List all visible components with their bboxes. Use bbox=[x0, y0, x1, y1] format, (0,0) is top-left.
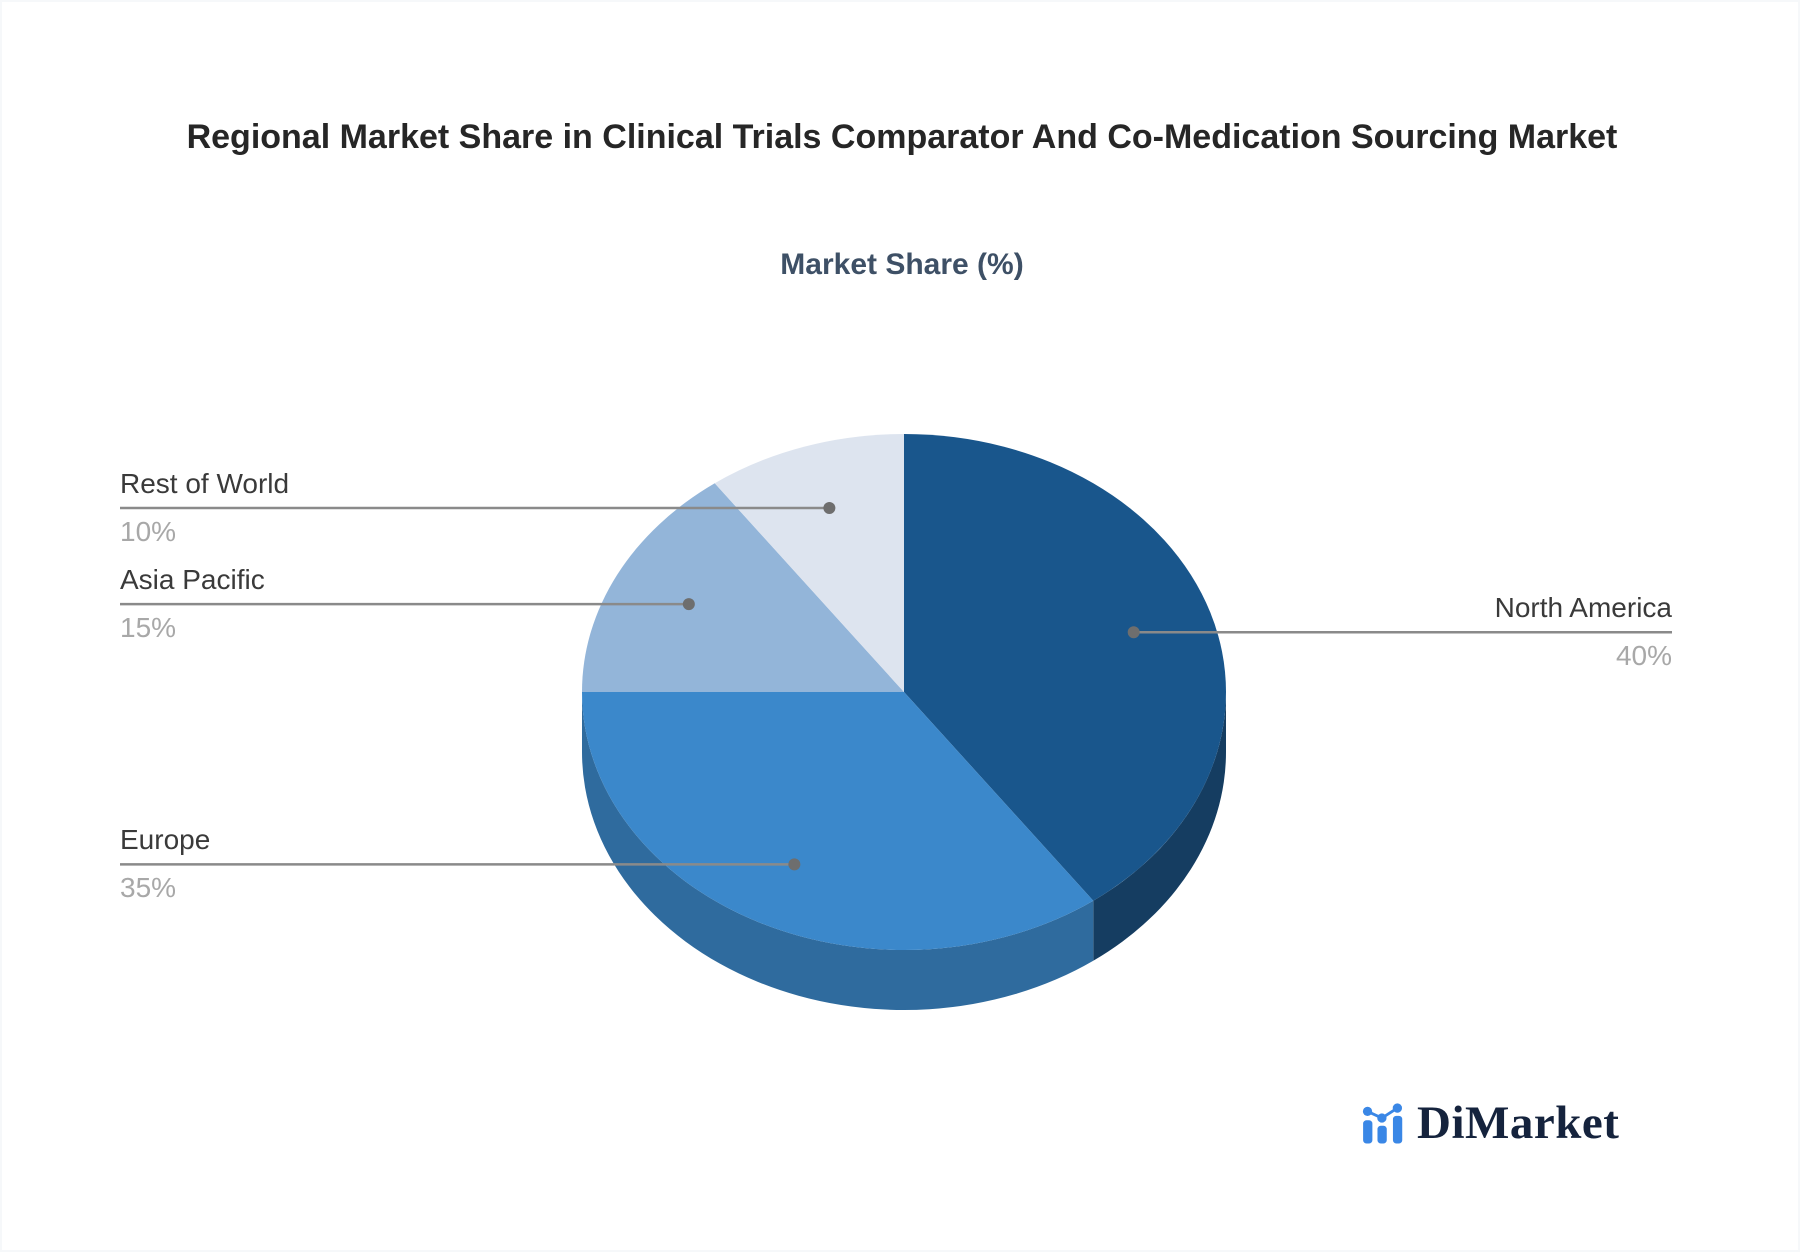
slice-value: 35% bbox=[120, 872, 177, 904]
pie-slice-europe[interactable] bbox=[582, 692, 1094, 950]
callout-dot-europe bbox=[788, 858, 801, 871]
slice-label: North America bbox=[1494, 592, 1672, 624]
brand-name: DiMarket bbox=[1417, 1097, 1620, 1149]
callout-rest-of-world: Rest of World 10% bbox=[120, 468, 289, 548]
chart-title: Regional Market Share in Clinical Trials… bbox=[186, 118, 1618, 156]
slice-label: Europe bbox=[120, 824, 211, 856]
callout-asia-pacific: Asia Pacific 15% bbox=[120, 564, 265, 644]
callout-north-america: North America 40% bbox=[1252, 592, 1672, 672]
pie-slice-rest-of-world[interactable] bbox=[714, 434, 904, 692]
chart-subtitle: Market Share (%) bbox=[780, 248, 1024, 281]
callout-europe: Europe 35% bbox=[120, 824, 210, 904]
bar-chart-logo-icon bbox=[1362, 1103, 1403, 1144]
slice-label: Asia Pacific bbox=[120, 564, 265, 596]
pie-slice-asia-pacific[interactable] bbox=[582, 483, 904, 692]
pie-slice-side-europe bbox=[582, 692, 1094, 1010]
slice-value: 10% bbox=[120, 515, 177, 547]
pie-slice-side-north-america bbox=[1093, 692, 1226, 961]
slice-value: 15% bbox=[120, 612, 177, 644]
pie-slice-north-america[interactable] bbox=[904, 434, 1226, 901]
callout-dot-rest-of-world bbox=[823, 501, 836, 514]
callout-dot-north-america bbox=[1127, 626, 1140, 639]
slice-value: 40% bbox=[1615, 640, 1672, 672]
brand-logo: DiMarket bbox=[1362, 1096, 1619, 1150]
slice-label: Rest of World bbox=[120, 467, 290, 499]
callout-dot-asia-pacific bbox=[682, 598, 695, 611]
